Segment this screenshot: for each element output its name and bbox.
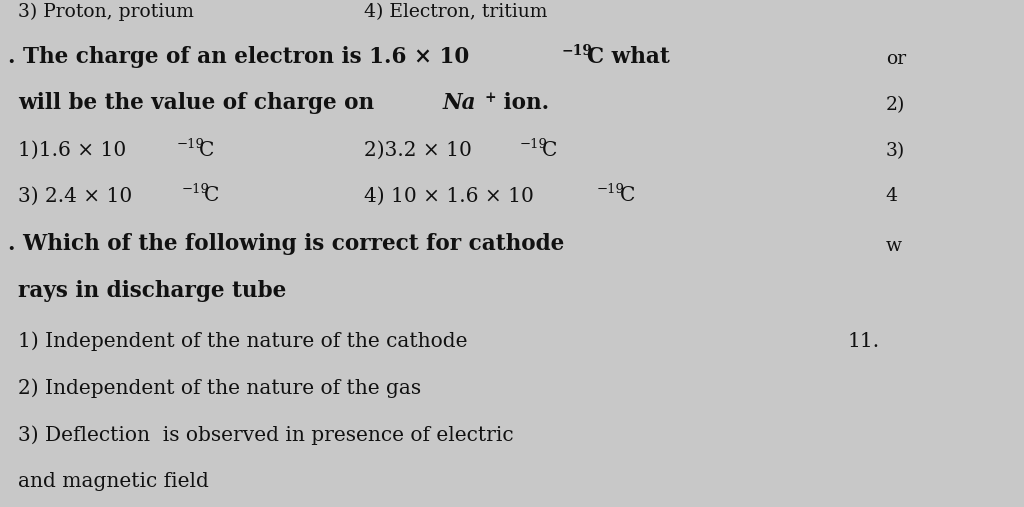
Text: or: or — [886, 50, 906, 68]
Text: 3) Proton, protium: 3) Proton, protium — [18, 3, 195, 21]
Text: 4) 10 × 1.6 × 10: 4) 10 × 1.6 × 10 — [364, 187, 534, 205]
Text: −19: −19 — [176, 137, 204, 151]
Text: w: w — [886, 236, 902, 255]
Text: C what: C what — [587, 47, 670, 68]
Text: C: C — [542, 141, 557, 160]
Text: −19: −19 — [519, 137, 547, 151]
Text: and magnetic field: and magnetic field — [18, 472, 209, 491]
Text: will be the value of charge on: will be the value of charge on — [18, 92, 382, 114]
Text: 11.: 11. — [848, 332, 880, 351]
Text: Na: Na — [442, 92, 476, 114]
Text: 2)3.2 × 10: 2)3.2 × 10 — [364, 141, 471, 160]
Text: 3) Deflection  is observed in presence of electric: 3) Deflection is observed in presence of… — [18, 425, 514, 445]
Text: −19: −19 — [597, 183, 625, 196]
Text: +: + — [484, 91, 496, 105]
Text: 4: 4 — [886, 187, 898, 205]
Text: 3): 3) — [886, 141, 905, 160]
Text: 4) Electron, tritium: 4) Electron, tritium — [364, 3, 547, 21]
Text: C: C — [199, 141, 214, 160]
Text: −19: −19 — [561, 44, 592, 58]
Text: 1) Independent of the nature of the cathode: 1) Independent of the nature of the cath… — [18, 331, 468, 351]
Text: . Which of the following is correct for cathode: . Which of the following is correct for … — [8, 233, 564, 255]
Text: −19: −19 — [181, 183, 209, 196]
Text: 2): 2) — [886, 96, 905, 114]
Text: rays in discharge tube: rays in discharge tube — [18, 280, 287, 302]
Text: 1)1.6 × 10: 1)1.6 × 10 — [18, 141, 127, 160]
Text: C: C — [620, 187, 635, 205]
Text: 3) 2.4 × 10: 3) 2.4 × 10 — [18, 187, 133, 205]
Text: . The charge of an electron is 1.6 × 10: . The charge of an electron is 1.6 × 10 — [8, 47, 469, 68]
Text: 2) Independent of the nature of the gas: 2) Independent of the nature of the gas — [18, 378, 422, 398]
Text: ion.: ion. — [496, 92, 549, 114]
Text: C: C — [204, 187, 219, 205]
